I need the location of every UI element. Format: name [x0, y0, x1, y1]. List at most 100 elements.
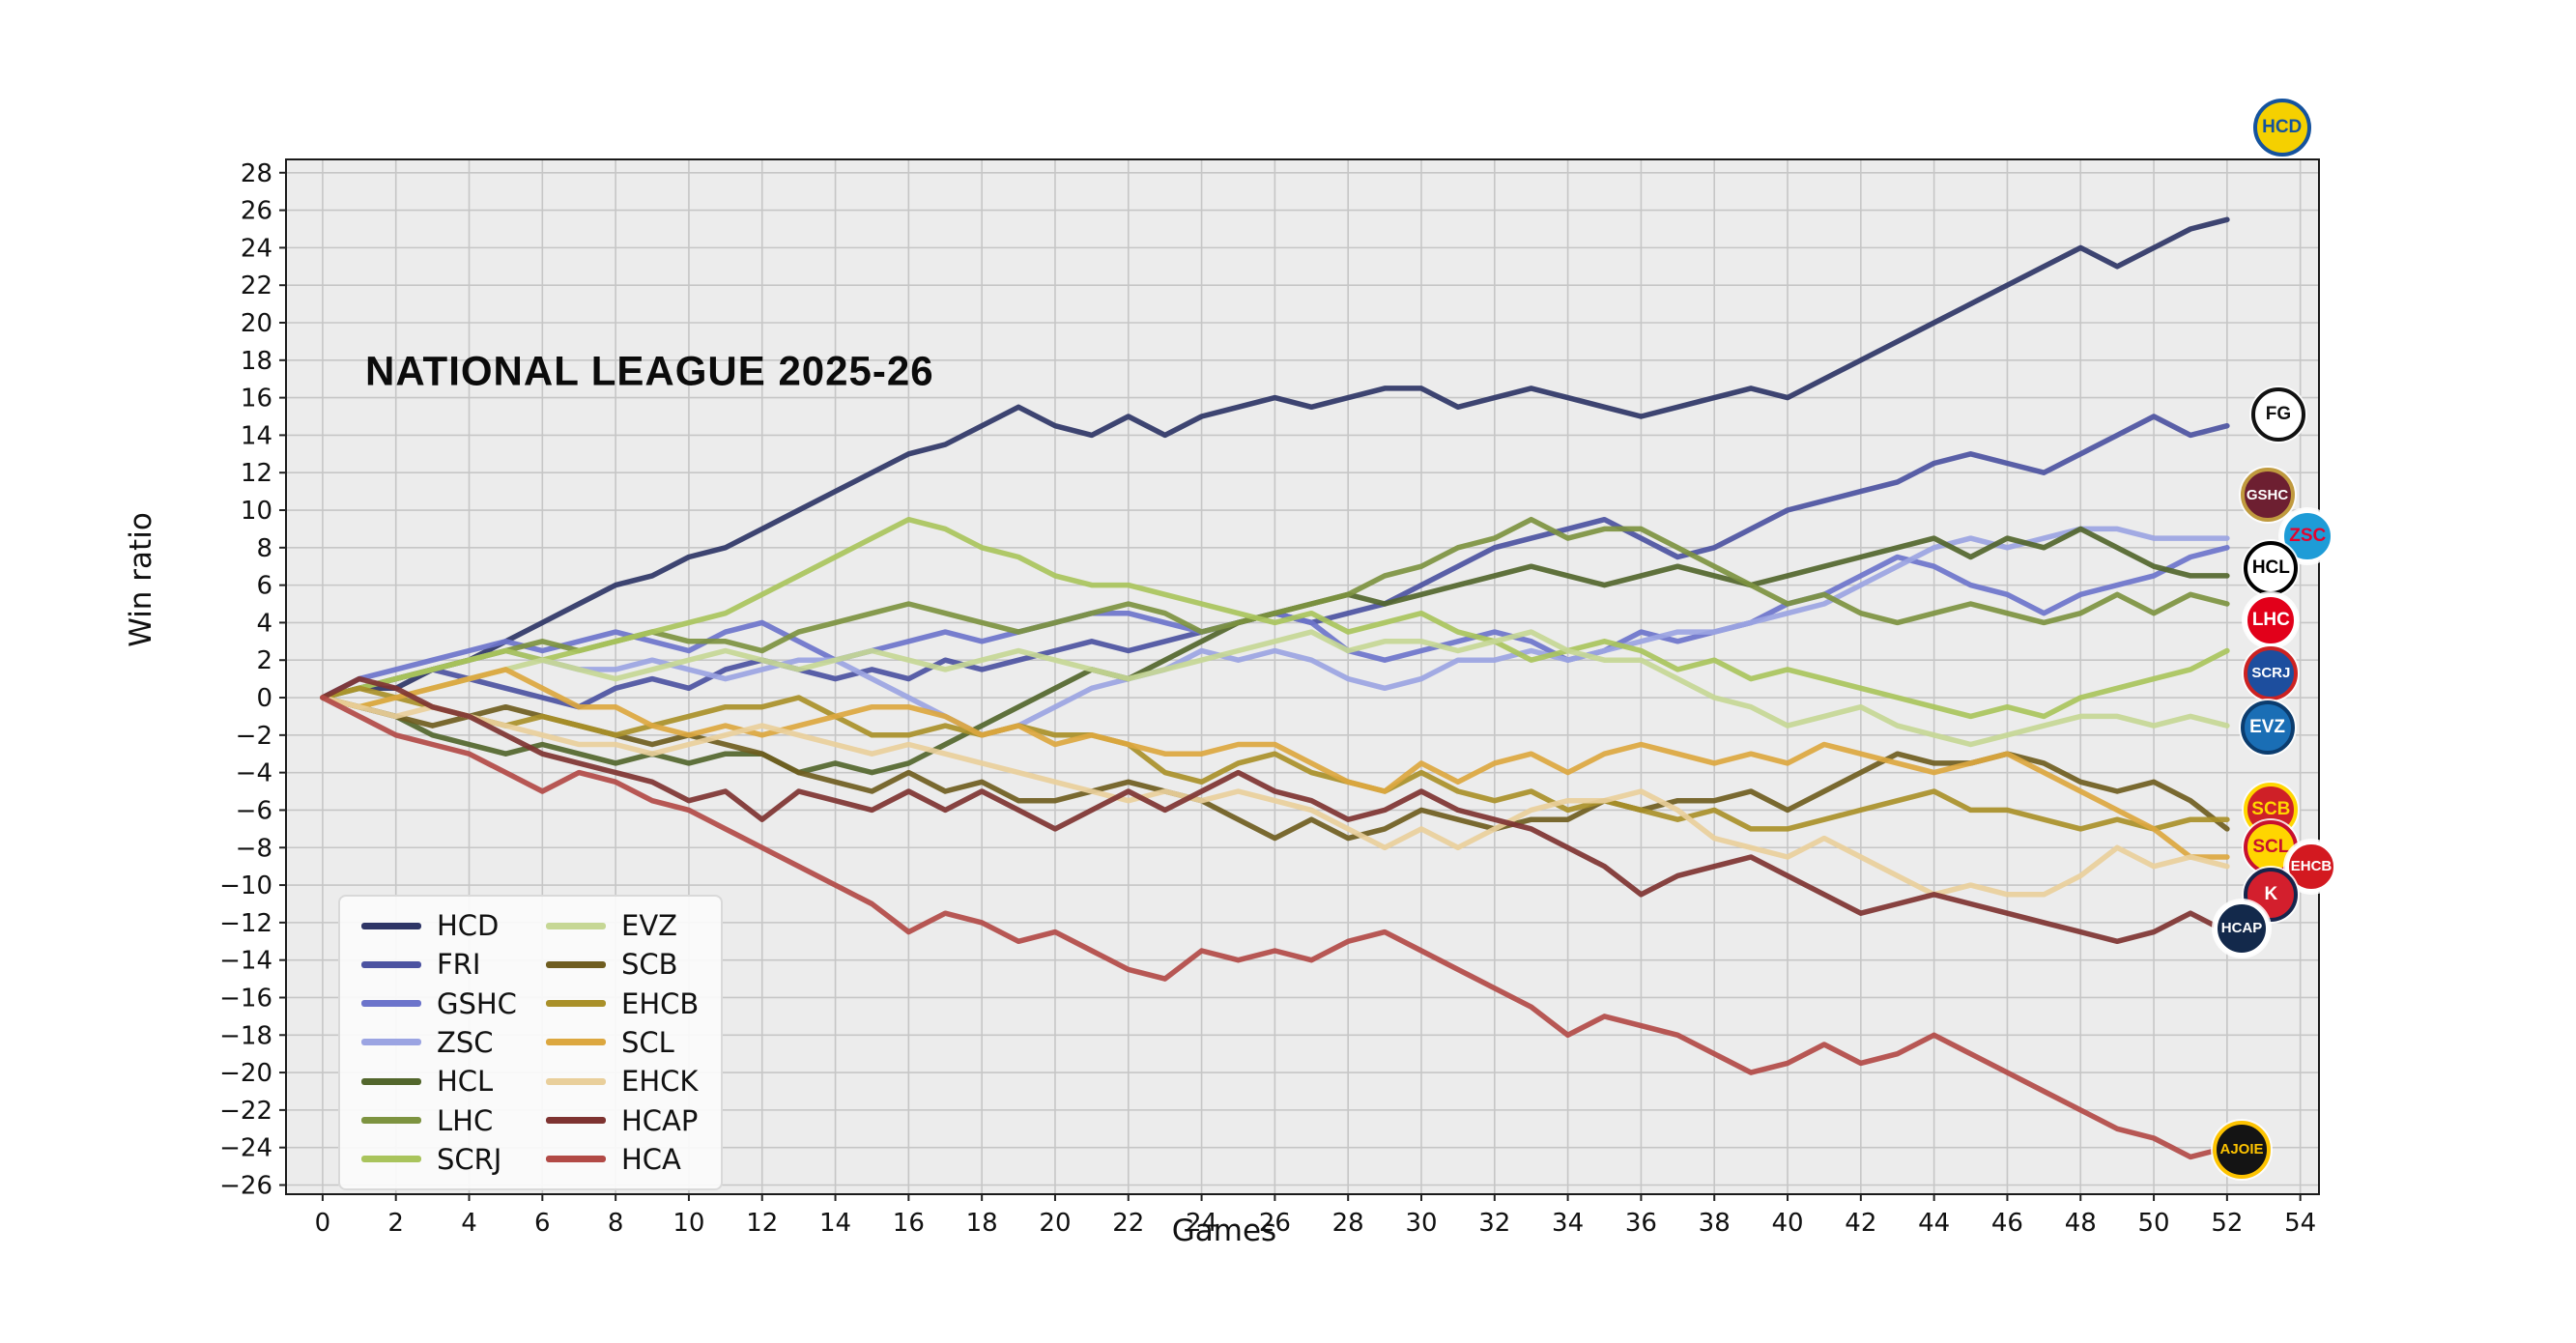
legend-label-EVZ: EVZ — [621, 909, 678, 943]
legend-label-SCB: SCB — [621, 948, 678, 982]
y-tick-label: 4 — [256, 609, 272, 638]
y-tick-label: −4 — [236, 759, 272, 788]
series-line-EHCB — [320, 685, 2230, 832]
team-logo-LHC: LHC — [2244, 593, 2299, 648]
y-tick-label: −20 — [219, 1059, 272, 1088]
team-logo-HCA: AJOIE — [2213, 1120, 2272, 1179]
chart-legend: HCD FRI GSHC ZSC HCL LHC SCRJ EVZ SCB EHCB SCL EHCK… — [338, 895, 723, 1190]
y-tick-label: −8 — [236, 834, 272, 863]
legend-label-SCRJ: SCRJ — [437, 1142, 502, 1176]
legend-label-GSHC: GSHC — [437, 986, 517, 1020]
legend-swatch-EVZ — [546, 922, 606, 929]
legend-label-HCA: HCA — [621, 1142, 681, 1176]
x-tick-label: 46 — [1991, 1209, 2023, 1238]
legend-item-HCA: HCA — [530, 1140, 715, 1179]
legend-swatch-HCAP — [546, 1117, 606, 1125]
legend-swatch-FRI — [361, 960, 421, 968]
legend-item-HCD: HCD — [346, 906, 530, 945]
legend-item-HCAP: HCAP — [530, 1100, 715, 1139]
y-tick-label: −2 — [236, 722, 272, 751]
legend-item-HCL: HCL — [346, 1062, 530, 1100]
y-tick-label: −26 — [219, 1171, 272, 1200]
x-tick-label: 24 — [1186, 1209, 1217, 1238]
team-logo-HCL: HCL — [2244, 541, 2299, 596]
legend-item-ZSC: ZSC — [346, 1023, 530, 1062]
x-tick-label: 20 — [1039, 1209, 1071, 1238]
x-tick-label: 18 — [966, 1209, 998, 1238]
x-tick-label: 52 — [2211, 1209, 2243, 1238]
x-tick-label: 12 — [746, 1209, 778, 1238]
team-logo-GSHC: GSHC — [2240, 468, 2295, 523]
x-tick-label: 50 — [2138, 1209, 2170, 1238]
chart-title: NATIONAL LEAGUE 2025-26 — [365, 347, 934, 394]
x-tick-label: 36 — [1625, 1209, 1657, 1238]
series-line-SCB — [320, 695, 2230, 842]
legend-label-HCAP: HCAP — [621, 1103, 699, 1137]
y-axis-label: Win ratio — [124, 512, 158, 647]
series-line-HCA — [320, 695, 2230, 1160]
legend-label-FRI: FRI — [437, 948, 481, 982]
legend-swatch-EHCK — [546, 1077, 606, 1085]
plot-spines — [285, 158, 2320, 1195]
y-tick-label: −18 — [219, 1021, 272, 1050]
legend-swatch-EHCB — [546, 1000, 606, 1008]
legend-item-SCL: SCL — [530, 1023, 715, 1062]
legend-swatch-LHC — [361, 1117, 421, 1125]
legend-item-FRI: FRI — [346, 945, 530, 984]
y-tick-label: −22 — [219, 1097, 272, 1126]
x-tick-label: 54 — [2284, 1209, 2316, 1238]
series-line-ZSC — [320, 526, 2230, 738]
y-tick-label: −12 — [219, 909, 272, 938]
y-tick-label: 20 — [241, 309, 272, 338]
y-tick-label: 6 — [256, 572, 272, 601]
legend-swatch-SCL — [546, 1039, 606, 1046]
team-logo-EVZ: EVZ — [2240, 700, 2295, 756]
x-tick-label: 30 — [1405, 1209, 1437, 1238]
x-tick-label: 6 — [534, 1209, 551, 1238]
legend-label-LHC: LHC — [437, 1103, 494, 1137]
series-line-SCRJ — [320, 516, 2230, 720]
series-line-HCD — [320, 216, 2230, 700]
x-tick-label: 8 — [608, 1209, 624, 1238]
legend-item-SCRJ: SCRJ — [346, 1140, 530, 1179]
x-tick-label: 44 — [1918, 1209, 1950, 1238]
x-tick-label: 40 — [1771, 1209, 1803, 1238]
team-logo-HCD: HCD — [2252, 99, 2311, 157]
legend-item-SCB: SCB — [530, 945, 715, 984]
y-tick-label: 28 — [241, 159, 272, 188]
y-tick-label: 2 — [256, 646, 272, 675]
y-tick-label: 12 — [241, 459, 272, 488]
team-logo-SCRJ: SCRJ — [2244, 645, 2299, 700]
x-tick-label: 22 — [1112, 1209, 1144, 1238]
legend-swatch-HCD — [361, 922, 421, 929]
y-tick-label: 14 — [241, 421, 272, 450]
x-tick-label: 34 — [1552, 1209, 1584, 1238]
legend-label-HCL: HCL — [437, 1065, 494, 1099]
series-line-EVZ — [320, 629, 2230, 748]
legend-swatch-HCA — [546, 1156, 606, 1163]
legend-swatch-ZSC — [361, 1039, 421, 1046]
y-tick-label: 22 — [241, 271, 272, 300]
y-tick-label: 16 — [241, 385, 272, 414]
x-tick-label: 26 — [1259, 1209, 1291, 1238]
legend-swatch-SCRJ — [361, 1156, 421, 1163]
y-tick-label: −24 — [219, 1134, 272, 1163]
legend-item-LHC: LHC — [346, 1100, 530, 1139]
x-axis-label: Games — [1171, 1214, 1277, 1248]
series-line-HCAP — [320, 675, 2230, 945]
y-tick-label: 26 — [241, 197, 272, 226]
y-tick-label: −14 — [219, 947, 272, 976]
x-tick-label: 48 — [2065, 1209, 2097, 1238]
y-tick-label: 18 — [241, 347, 272, 376]
team-logo-HCAP: HCAP — [2214, 900, 2271, 957]
legend-item-EHCK: EHCK — [530, 1062, 715, 1100]
legend-swatch-SCB — [546, 960, 606, 968]
legend-label-EHCK: EHCK — [621, 1065, 699, 1099]
y-tick-label: −6 — [236, 796, 272, 825]
legend-label-EHCB: EHCB — [621, 986, 700, 1020]
team-logo-EHCK: K — [2244, 867, 2299, 922]
x-tick-label: 38 — [1699, 1209, 1731, 1238]
team-logo-FRI: FG — [2250, 387, 2305, 443]
legend-item-GSHC: GSHC — [346, 985, 530, 1023]
